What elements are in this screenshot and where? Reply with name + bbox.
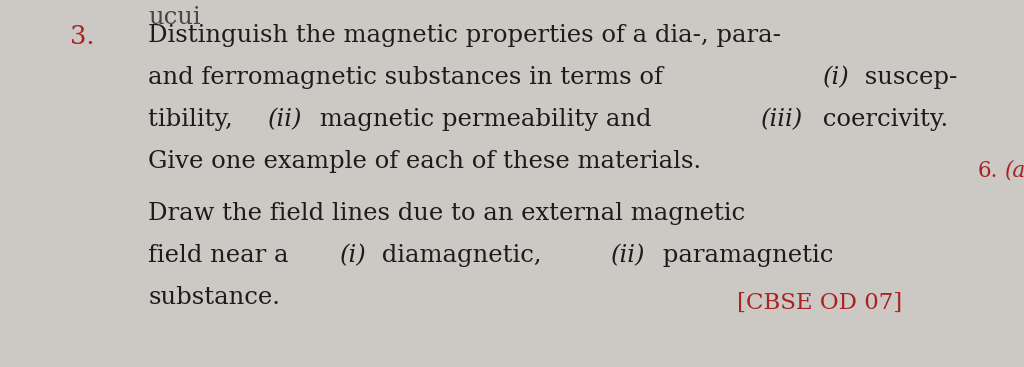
Text: (a): (a) [1005, 160, 1024, 182]
Text: (i): (i) [823, 66, 850, 89]
Text: (ii): (ii) [268, 108, 302, 131]
Text: magnetic permeability and: magnetic permeability and [312, 108, 659, 131]
Text: coercivity.: coercivity. [815, 108, 948, 131]
Text: (ii): (ii) [610, 244, 645, 267]
Text: 3.: 3. [70, 24, 94, 49]
Text: Draw the field lines due to an external magnetic: Draw the field lines due to an external … [148, 202, 745, 225]
Text: Distinguish the magnetic properties of a dia-, para-: Distinguish the magnetic properties of a… [148, 24, 781, 47]
Text: [CBSE OD 07]: [CBSE OD 07] [737, 292, 902, 314]
Text: tibility,: tibility, [148, 108, 241, 131]
Text: ucui: ucui [148, 6, 201, 29]
Text: field near a: field near a [148, 244, 297, 267]
Text: Give one example of each of these materials.: Give one example of each of these materi… [148, 150, 701, 174]
Text: paramagnetic: paramagnetic [655, 244, 834, 267]
Text: 6.: 6. [978, 160, 998, 182]
Text: substance.: substance. [148, 286, 281, 309]
Text: diamagnetic,: diamagnetic, [375, 244, 557, 267]
Text: suscep-: suscep- [857, 66, 957, 89]
Text: (i): (i) [340, 244, 367, 267]
Text: and ferromagnetic substances in terms of: and ferromagnetic substances in terms of [148, 66, 671, 89]
Text: (iii): (iii) [761, 108, 803, 131]
